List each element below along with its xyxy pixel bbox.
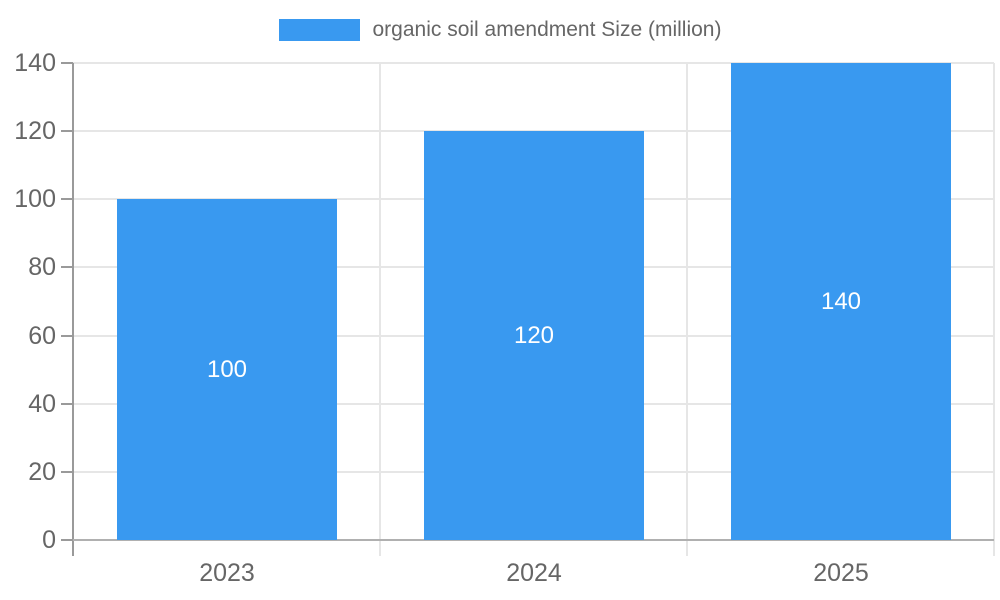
x-axis-category-label: 2025 xyxy=(813,559,869,587)
y-axis-tick-label: 40 xyxy=(28,390,56,418)
legend-swatch xyxy=(278,19,360,41)
y-axis-tick-label: 140 xyxy=(14,49,56,77)
bar-2023[interactable] xyxy=(117,199,337,540)
y-axis-tick-mark xyxy=(61,130,73,132)
y-axis-tick-mark xyxy=(61,471,73,473)
x-axis-category-label: 2024 xyxy=(506,559,562,587)
legend-label: organic soil amendment Size (million) xyxy=(372,18,722,41)
y-axis-tick-mark xyxy=(61,198,73,200)
gridline-v xyxy=(993,63,995,556)
y-axis-line xyxy=(72,63,74,556)
y-axis-tick-label: 80 xyxy=(28,253,56,281)
y-axis-tick-mark xyxy=(61,62,73,64)
gridline-h xyxy=(73,62,994,64)
y-axis-tick-label: 120 xyxy=(14,117,56,145)
y-axis-tick-mark xyxy=(61,539,73,541)
legend[interactable]: organic soil amendment Size (million) xyxy=(0,12,1000,48)
y-axis-tick-mark xyxy=(61,403,73,405)
gridline-v xyxy=(379,63,381,556)
bar-2025[interactable] xyxy=(731,63,951,540)
gridline-v xyxy=(686,63,688,556)
y-axis-tick-label: 20 xyxy=(28,458,56,486)
y-axis-tick-label: 100 xyxy=(14,185,56,213)
x-axis-category-label: 2023 xyxy=(199,559,255,587)
y-axis-tick-label: 60 xyxy=(28,322,56,350)
y-axis-tick-mark xyxy=(61,266,73,268)
y-axis-tick-label: 0 xyxy=(42,526,56,554)
bar-2024[interactable] xyxy=(424,131,644,540)
x-axis-baseline xyxy=(73,539,994,541)
y-axis-tick-mark xyxy=(61,335,73,337)
